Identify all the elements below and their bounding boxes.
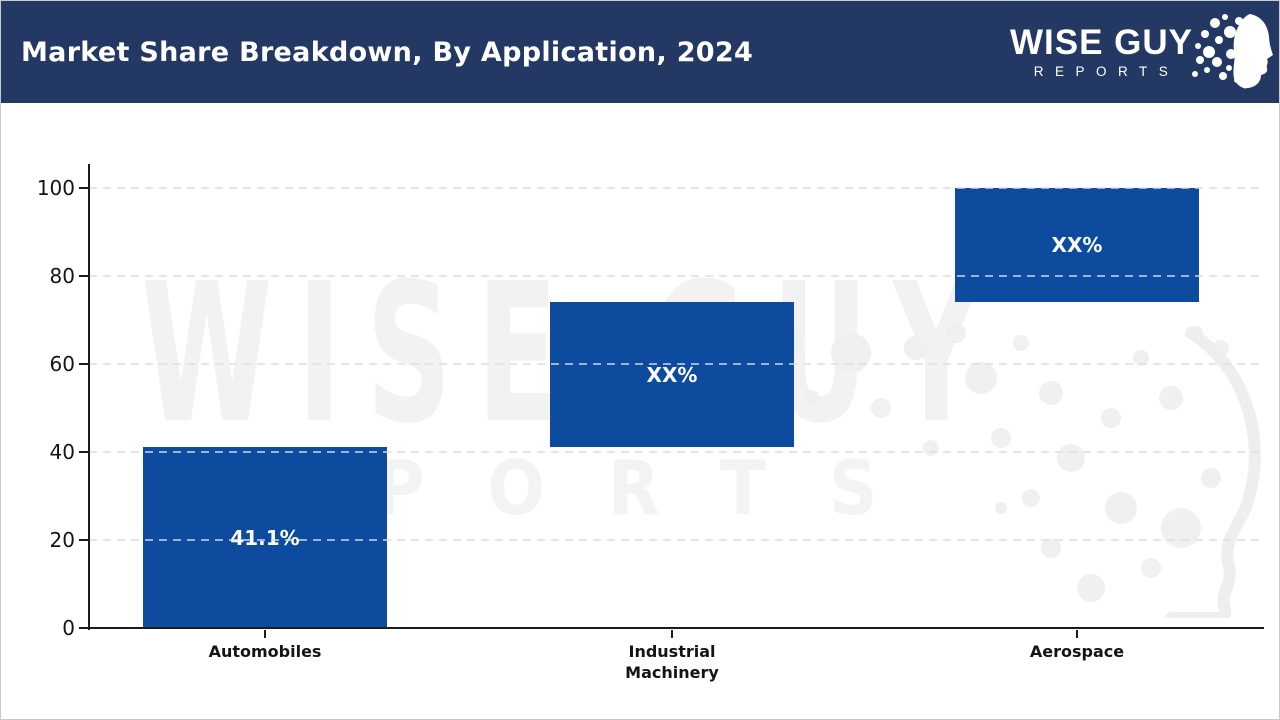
bar-segment: XX% bbox=[955, 188, 1199, 302]
y-tick-mark bbox=[79, 363, 88, 365]
header-bar: Market Share Breakdown, By Application, … bbox=[1, 1, 1279, 103]
page-title: Market Share Breakdown, By Application, … bbox=[21, 36, 754, 68]
y-axis-line bbox=[88, 164, 90, 630]
y-tick-label: 80 bbox=[49, 264, 75, 288]
gridline bbox=[89, 275, 1264, 277]
y-tick-label: 60 bbox=[49, 352, 75, 376]
y-tick-label: 40 bbox=[49, 440, 75, 464]
watermark-layer: WISE GUY REPORTS bbox=[1, 103, 1279, 719]
gridline bbox=[89, 363, 1264, 365]
y-tick-label: 20 bbox=[49, 528, 75, 552]
y-tick-label: 0 bbox=[62, 616, 75, 640]
y-tick-mark bbox=[79, 627, 88, 629]
gridline bbox=[89, 539, 1264, 541]
x-tick-mark bbox=[671, 630, 673, 638]
bar-segment: XX% bbox=[550, 301, 794, 448]
y-tick-mark bbox=[79, 275, 88, 277]
x-category-label: Aerospace bbox=[1029, 642, 1125, 661]
watermark-dot-face-icon bbox=[779, 323, 1261, 618]
gridline bbox=[89, 187, 1264, 189]
y-tick-mark bbox=[79, 539, 88, 541]
x-axis-line bbox=[88, 627, 1264, 629]
logo-subtitle: REPORTS bbox=[1033, 64, 1180, 79]
y-tick-label: 100 bbox=[36, 176, 75, 200]
bar-value-label: XX% bbox=[646, 362, 698, 387]
logo-wordmark: WISE GUY bbox=[1009, 23, 1193, 62]
bar-value-label: XX% bbox=[1051, 232, 1103, 257]
y-tick-mark bbox=[79, 187, 88, 189]
bar-value-label: 41.1% bbox=[230, 525, 300, 550]
x-tick-mark bbox=[264, 630, 266, 638]
bar-segment: 41.1% bbox=[143, 447, 387, 628]
wise-guy-reports-logo: WISE GUY REPORTS bbox=[1010, 8, 1275, 96]
logo-text: WISE GUY REPORTS bbox=[1010, 25, 1193, 79]
logo-dot-face-icon bbox=[1192, 14, 1273, 89]
x-tick-mark bbox=[1076, 630, 1078, 638]
x-category-label: Industrial Machinery bbox=[625, 642, 719, 682]
y-tick-mark bbox=[79, 451, 88, 453]
x-category-label: Automobiles bbox=[208, 642, 322, 661]
gridline bbox=[89, 451, 1264, 453]
